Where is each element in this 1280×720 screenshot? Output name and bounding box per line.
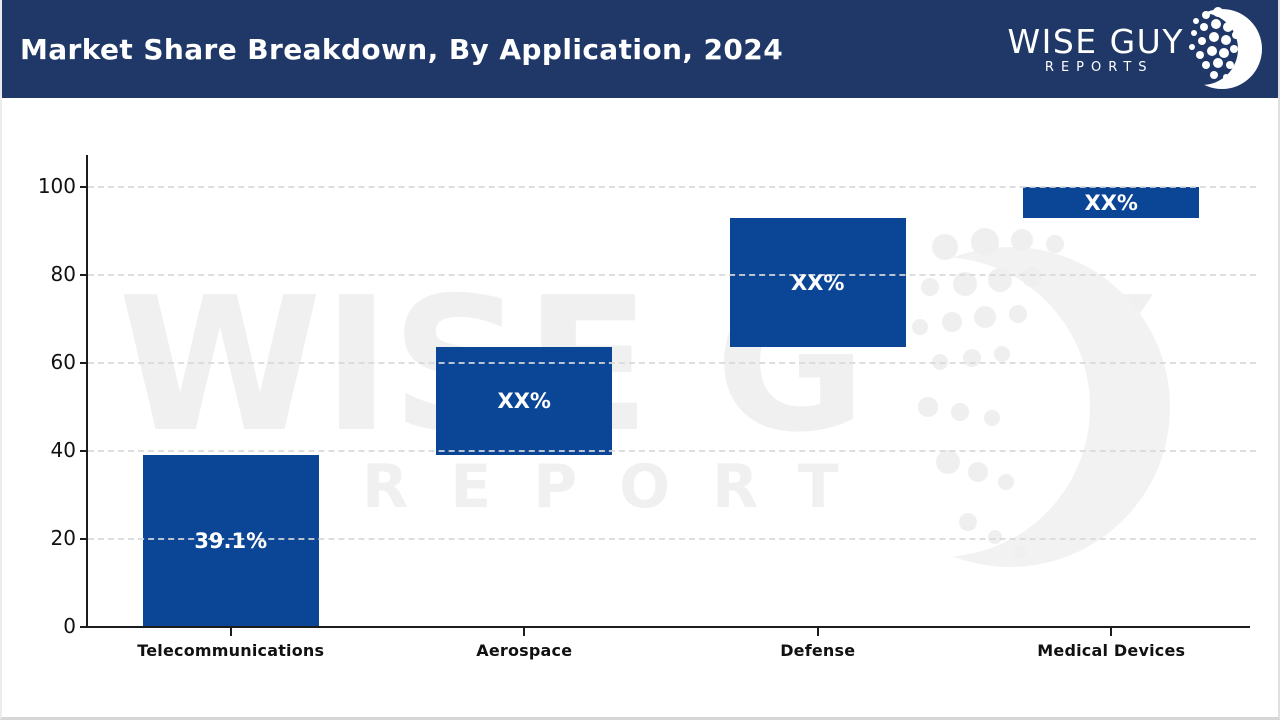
- y-tick-mark: [80, 450, 88, 452]
- bar-medical-devices: [1023, 187, 1200, 219]
- logo-wordmark: WISE GUY: [1007, 21, 1184, 61]
- y-tick-mark: [80, 362, 88, 364]
- y-tick-label: 60: [50, 350, 76, 374]
- gridline-40: [88, 450, 1256, 452]
- gridline-80: [88, 274, 1256, 276]
- face-logo-icon: [1186, 7, 1262, 89]
- bar-value-label: XX%: [497, 389, 551, 414]
- x-category-label: Telecommunications: [137, 641, 325, 660]
- bar-value-label: XX%: [1084, 190, 1138, 215]
- y-axis: [86, 155, 88, 628]
- watermark-subtitle: REPORTS: [362, 452, 966, 522]
- bar-value-label: 39.1%: [194, 528, 268, 553]
- y-tick-label: 40: [50, 438, 76, 462]
- bar-telecommunications: [142, 454, 319, 627]
- y-tick-label: 0: [63, 614, 76, 638]
- y-tick-label: 100: [37, 174, 76, 198]
- bar-aerospace: [436, 347, 613, 455]
- y-tick-label: 20: [50, 526, 76, 550]
- y-tick-label: 80: [50, 262, 76, 286]
- wise-guy-logo: WISE GUY REPORTS: [1007, 7, 1262, 91]
- bar-defense: [729, 218, 906, 348]
- x-category-label: Defense: [780, 641, 856, 660]
- header-bar: Market Share Breakdown, By Application, …: [0, 0, 1280, 98]
- gridline-20: [88, 538, 1256, 540]
- watermark-face-icon: [880, 228, 1170, 567]
- logo-text: WISE GUY REPORTS: [1007, 25, 1184, 74]
- gridline-100: [88, 186, 1256, 188]
- y-tick-mark: [80, 186, 88, 188]
- x-category-label: Medical Devices: [1037, 641, 1186, 660]
- y-tick-mark: [80, 626, 88, 628]
- x-tick-mark: [816, 628, 819, 636]
- y-tick-mark: [80, 274, 88, 276]
- x-category-label: Aerospace: [476, 641, 573, 660]
- x-axis: [86, 626, 1250, 628]
- x-tick-mark: [523, 628, 526, 636]
- bar-value-label: XX%: [791, 270, 845, 295]
- page-title: Market Share Breakdown, By Application, …: [20, 32, 784, 66]
- x-tick-mark: [229, 628, 232, 636]
- x-tick-mark: [1110, 628, 1113, 636]
- y-tick-mark: [80, 538, 88, 540]
- logo-subtitle: REPORTS: [1044, 59, 1154, 75]
- gridline-60: [88, 362, 1256, 364]
